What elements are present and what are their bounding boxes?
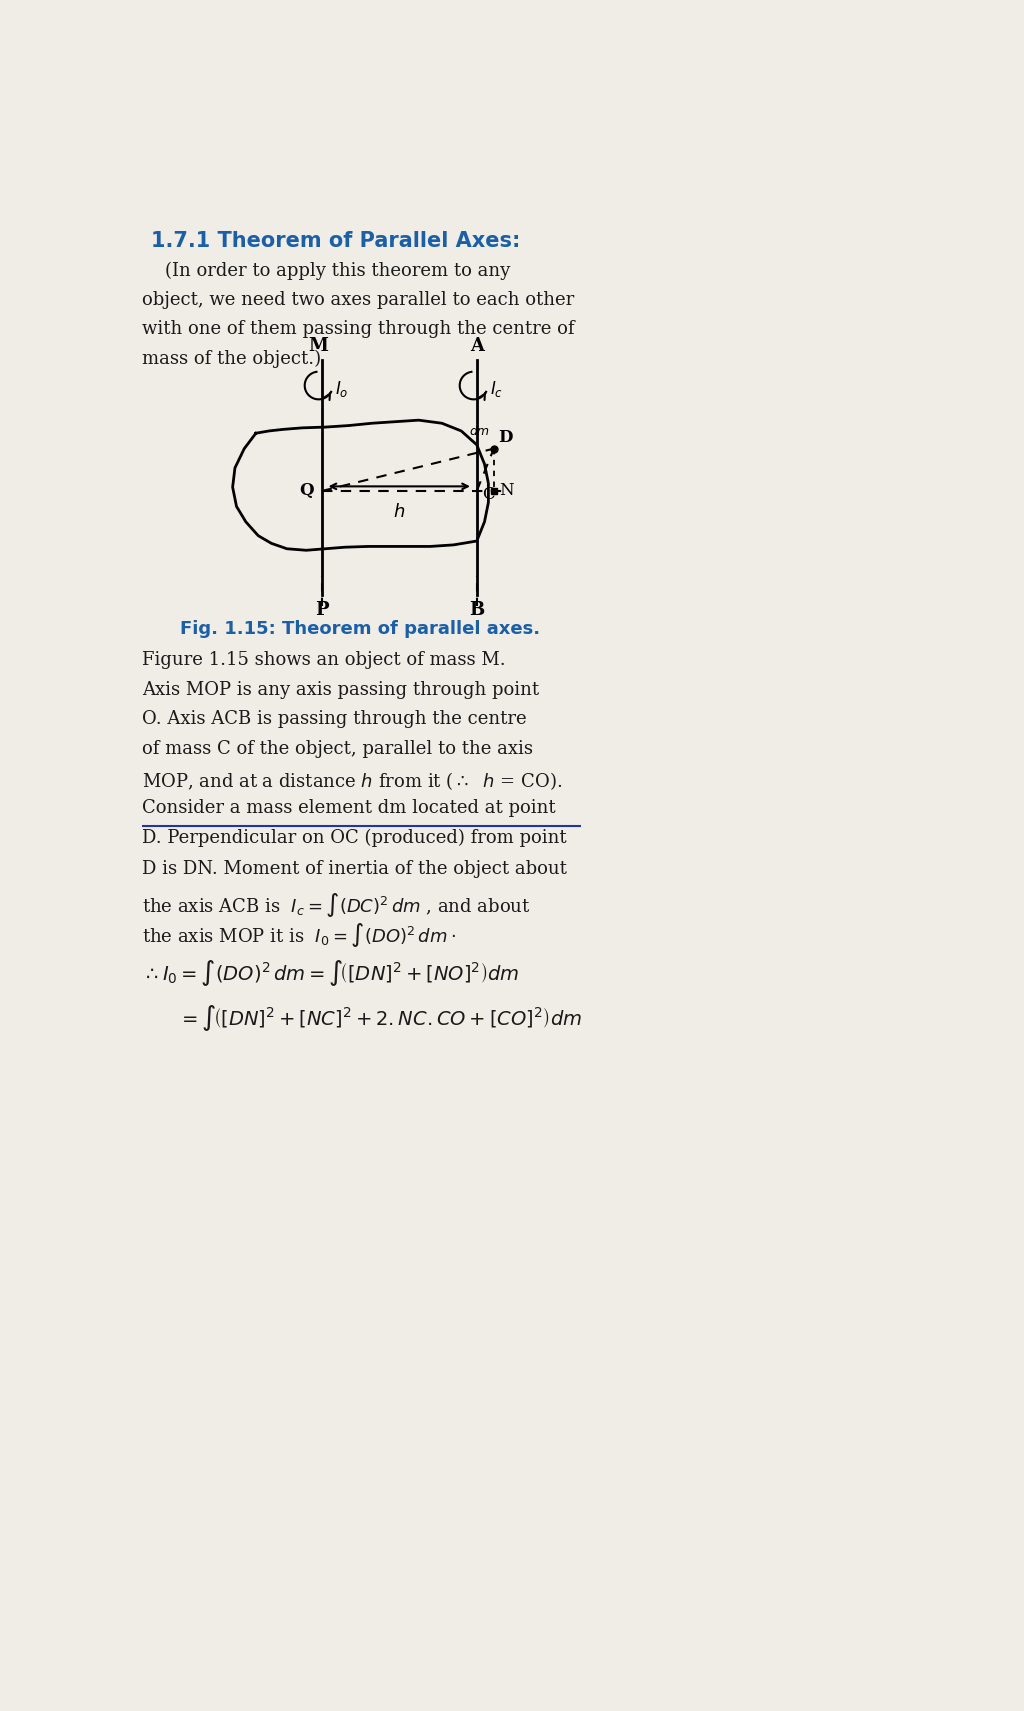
Text: the axis MOP it is  $I_0 = \int(DO)^2\,dm\cdot$: the axis MOP it is $I_0 = \int(DO)^2\,dm… (142, 922, 456, 950)
Text: $I_o$: $I_o$ (335, 378, 348, 399)
Text: D is DN. Moment of inertia of the object about: D is DN. Moment of inertia of the object… (142, 861, 567, 878)
Text: Fig. 1.15: Theorem of parallel axes.: Fig. 1.15: Theorem of parallel axes. (180, 621, 541, 638)
Text: A: A (470, 337, 483, 354)
Text: of mass C of the object, parallel to the axis: of mass C of the object, parallel to the… (142, 741, 532, 758)
Text: Q: Q (299, 483, 314, 500)
Text: D. Perpendicular on OC (produced) from point: D. Perpendicular on OC (produced) from p… (142, 830, 566, 847)
Text: Consider a mass element dm located at point: Consider a mass element dm located at po… (142, 799, 556, 818)
Text: 1.7.1 Theorem of Parallel Axes:: 1.7.1 Theorem of Parallel Axes: (152, 231, 520, 252)
Text: mass of the object.): mass of the object.) (142, 349, 322, 368)
Text: $I_c$: $I_c$ (489, 378, 503, 399)
Text: P: P (315, 601, 329, 619)
Text: (In order to apply this theorem to any: (In order to apply this theorem to any (142, 262, 510, 281)
Text: Figure 1.15 shows an object of mass M.: Figure 1.15 shows an object of mass M. (142, 652, 506, 669)
Text: $\therefore I_0 = \int(DO)^2\,dm = \int\!\left([DN]^2 + [NO]^2\right)dm$: $\therefore I_0 = \int(DO)^2\,dm = \int\… (142, 958, 519, 989)
Text: object, we need two axes parallel to each other: object, we need two axes parallel to eac… (142, 291, 574, 308)
Text: C: C (482, 486, 495, 503)
Text: N: N (500, 483, 514, 498)
Text: B: B (469, 601, 484, 619)
Text: Axis MOP is any axis passing through point: Axis MOP is any axis passing through poi… (142, 681, 539, 698)
Text: the axis ACB is  $I_c = \int(DC)^2\,dm$ , and about: the axis ACB is $I_c = \int(DC)^2\,dm$ ,… (142, 891, 530, 919)
Text: dm: dm (470, 424, 489, 438)
Text: $h$: $h$ (393, 503, 406, 520)
Text: with one of them passing through the centre of: with one of them passing through the cen… (142, 320, 574, 339)
Text: $= \int\!\left([DN]^2 + [NC]^2 + 2.NC.CO + [CO]^2\right)dm$: $= \int\!\left([DN]^2 + [NC]^2 + 2.NC.CO… (178, 1003, 583, 1033)
Text: O. Axis ACB is passing through the centre: O. Axis ACB is passing through the centr… (142, 710, 526, 729)
Text: MOP, and at a distance $h$ from it ($\therefore$  $h$ = CO).: MOP, and at a distance $h$ from it ($\th… (142, 770, 562, 792)
Text: D: D (499, 428, 513, 445)
Text: M: M (308, 337, 328, 354)
